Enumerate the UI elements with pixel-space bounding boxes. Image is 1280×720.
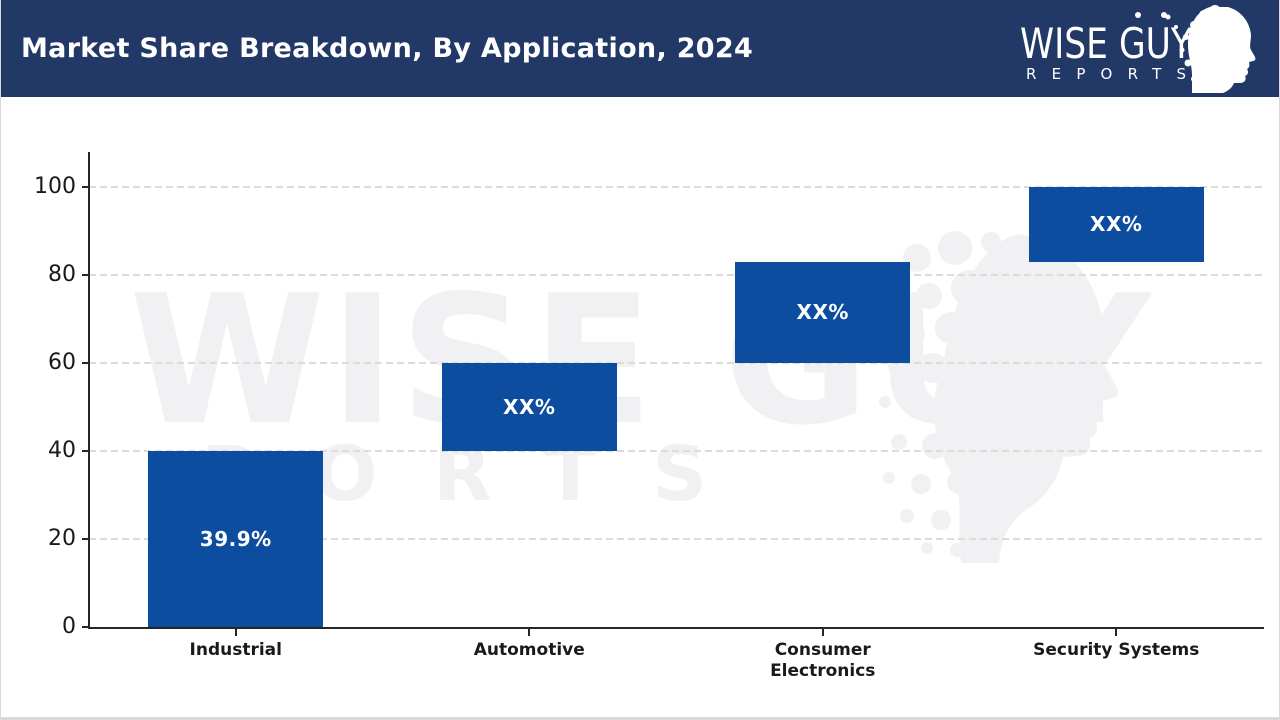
x-tick-mark-consumer-electronics — [821, 629, 824, 636]
bar-automotive: XX% — [441, 363, 617, 452]
y-tick-label-60: 60 — [48, 350, 76, 375]
y-tick-label-20: 20 — [48, 526, 76, 551]
y-tick-mark-100 — [82, 186, 89, 188]
gridline-20 — [89, 538, 1263, 540]
y-tick-mark-80 — [82, 274, 89, 276]
x-tick-mark-security-systems — [1115, 629, 1118, 636]
logo-text-line1: WISE GUY — [1020, 19, 1192, 68]
bar-value-label-industrial: 39.9% — [199, 527, 272, 552]
x-tick-mark-automotive — [528, 629, 531, 636]
gridline-40 — [89, 450, 1263, 452]
y-tick-label-100: 100 — [34, 174, 76, 199]
gridline-100 — [89, 186, 1263, 188]
x-tick-label-automotive: Automotive — [473, 640, 585, 660]
y-tick-mark-40 — [82, 450, 89, 452]
bar-value-label-automotive: XX% — [503, 395, 556, 420]
bar-security-systems: XX% — [1028, 187, 1204, 262]
bar-value-label-consumer-electronics: XX% — [796, 300, 849, 325]
gridline-80 — [89, 274, 1263, 276]
bar-consumer-electronics: XX% — [735, 261, 911, 363]
page-title: Market Share Breakdown, By Application, … — [21, 33, 754, 64]
y-tick-mark-20 — [82, 538, 89, 540]
y-axis-line — [88, 152, 90, 629]
bar-value-label-security-systems: XX% — [1090, 212, 1143, 237]
gridline-60 — [89, 362, 1263, 364]
x-tick-label-industrial: Industrial — [189, 640, 282, 660]
bar-industrial: 39.9% — [148, 451, 324, 627]
y-tick-mark-0 — [82, 626, 89, 628]
y-tick-label-0: 0 — [62, 614, 76, 639]
wiseguy-logo-graphic: WISE GUY REPORTS — [1020, 5, 1256, 93]
x-tick-label-security-systems: Security Systems — [1033, 640, 1200, 660]
y-tick-label-40: 40 — [48, 438, 76, 463]
logo-dots-head-icon — [1135, 5, 1256, 93]
y-tick-label-80: 80 — [48, 262, 76, 287]
waterfall-chart: 0 20 40 60 80 100 39.9% Industrial XX% Automotive… — [1, 97, 1279, 717]
x-tick-mark-industrial — [234, 629, 237, 636]
header-bar: Market Share Breakdown, By Application, … — [1, 0, 1279, 97]
x-axis-line — [88, 627, 1264, 629]
wiseguy-logo: WISE GUY REPORTS — [1018, 5, 1273, 97]
y-tick-mark-60 — [82, 362, 89, 364]
watermark-dots-head-icon — [869, 216, 1169, 572]
x-tick-label-consumer-electronics: Consumer Electronics — [770, 640, 876, 682]
